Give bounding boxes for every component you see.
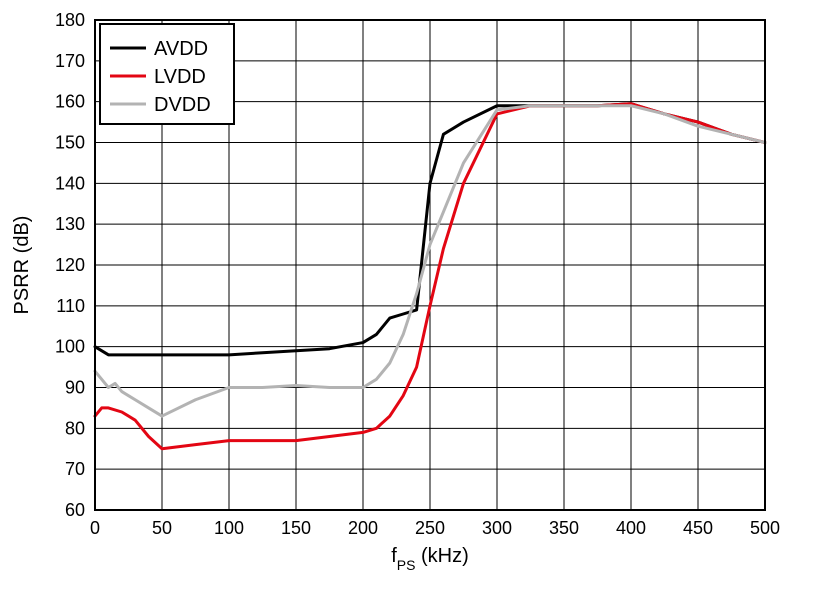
x-tick-label: 450 <box>683 518 713 538</box>
y-tick-label: 110 <box>56 296 85 316</box>
y-tick-label: 60 <box>65 500 85 520</box>
x-tick-label: 100 <box>214 518 244 538</box>
legend-label: LVDD <box>154 66 206 88</box>
x-tick-label: 400 <box>616 518 646 538</box>
x-tick-label: 150 <box>281 518 311 538</box>
y-tick-label: 150 <box>55 133 85 153</box>
x-tick-label: 500 <box>750 518 780 538</box>
y-tick-label: 140 <box>55 173 85 193</box>
x-tick-label: 250 <box>415 518 445 538</box>
y-tick-label: 80 <box>65 418 85 438</box>
y-axis-label: PSRR (dB) <box>11 216 33 315</box>
psrr-chart: 0 50 100 150 200 250 300 350 400 450 500 60 70 80 90 10… <box>0 0 832 590</box>
y-tick-label: 180 <box>55 10 85 30</box>
x-tick-label: 300 <box>482 518 512 538</box>
y-tick-label: 160 <box>55 92 85 112</box>
legend-label: AVDD <box>154 38 208 60</box>
x-axis-label: fPS (kHz) <box>391 545 469 573</box>
x-tick-label: 0 <box>90 518 100 538</box>
x-tick-label: 200 <box>348 518 378 538</box>
y-tick-label: 70 <box>65 459 85 479</box>
y-tick-label: 120 <box>55 255 85 275</box>
x-tick-label: 350 <box>549 518 579 538</box>
y-tick-label: 130 <box>55 214 85 234</box>
x-tick-label: 50 <box>152 518 172 538</box>
y-tick-label: 100 <box>55 337 85 357</box>
y-tick-label: 90 <box>65 378 85 398</box>
y-tick-label: 170 <box>55 51 85 71</box>
legend-label: DVDD <box>154 94 211 116</box>
chart-svg: 0 50 100 150 200 250 300 350 400 450 500 60 70 80 90 10… <box>0 0 832 590</box>
